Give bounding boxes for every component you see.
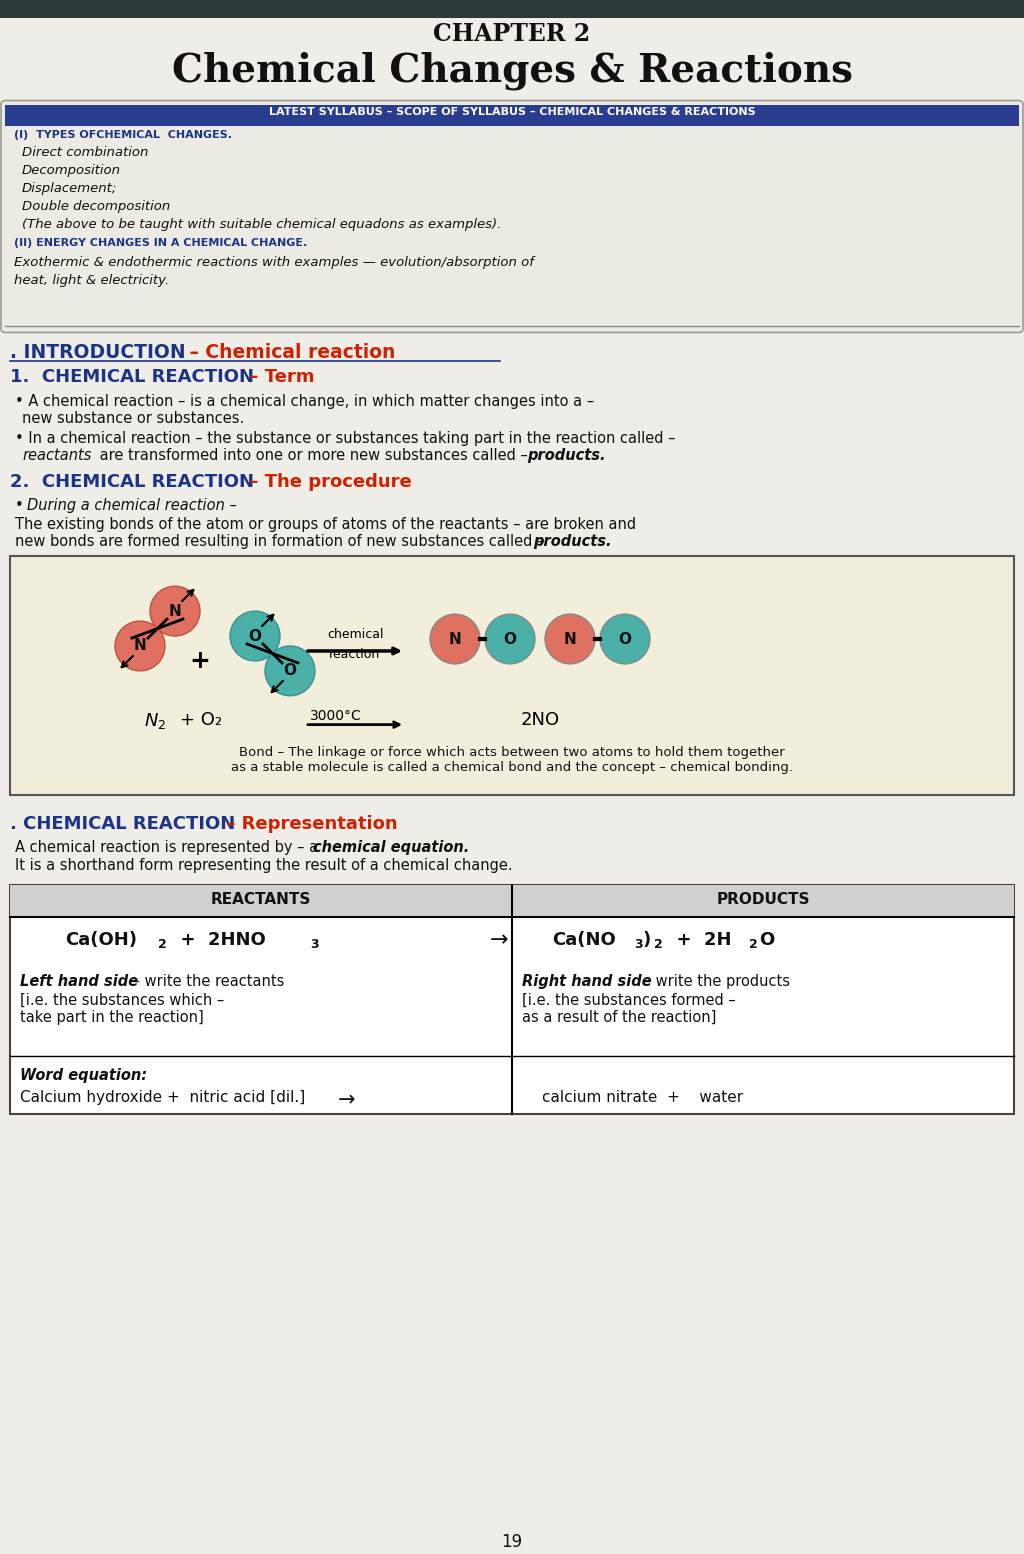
- Text: (The above to be taught with suitable chemical equadons as examples).: (The above to be taught with suitable ch…: [22, 218, 502, 232]
- Text: . INTRODUCTION: . INTRODUCTION: [10, 343, 185, 362]
- Text: •: •: [15, 497, 29, 513]
- Text: + O₂: + O₂: [180, 710, 222, 729]
- Circle shape: [265, 646, 315, 696]
- Text: Double decomposition: Double decomposition: [22, 200, 170, 213]
- Text: PRODUCTS: PRODUCTS: [716, 892, 810, 908]
- Text: calcium nitrate  +    water: calcium nitrate + water: [542, 1089, 743, 1105]
- Text: heat, light & electricity.: heat, light & electricity.: [14, 274, 169, 287]
- Circle shape: [600, 614, 650, 664]
- Circle shape: [545, 614, 595, 664]
- Text: (II) ENERGY CHANGES IN A CHEMICAL CHANGE.: (II) ENERGY CHANGES IN A CHEMICAL CHANGE…: [14, 238, 307, 249]
- Text: Chemical Changes & Reactions: Chemical Changes & Reactions: [171, 51, 853, 90]
- Text: A chemical reaction is represented by – a: A chemical reaction is represented by – …: [15, 841, 323, 855]
- Text: products.: products.: [534, 533, 611, 549]
- Text: Left hand side: Left hand side: [20, 974, 138, 990]
- Text: N: N: [169, 603, 181, 618]
- Text: +  2H: + 2H: [664, 931, 731, 948]
- Text: new bonds are formed resulting in formation of new substances called –: new bonds are formed resulting in format…: [15, 533, 549, 549]
- Text: N: N: [133, 639, 146, 654]
- Text: Ca(OH): Ca(OH): [65, 931, 137, 948]
- Text: [i.e. the substances which –: [i.e. the substances which –: [20, 993, 224, 1007]
- Text: • A chemical reaction – is a chemical change, in which matter changes into a –: • A chemical reaction – is a chemical ch…: [15, 395, 594, 409]
- Text: Calcium hydroxide +  nitric acid [dil.]: Calcium hydroxide + nitric acid [dil.]: [20, 1089, 305, 1105]
- Text: chemical equation.: chemical equation.: [313, 841, 469, 855]
- Text: The existing bonds of the atom or groups of atoms of the reactants – are broken : The existing bonds of the atom or groups…: [15, 516, 636, 531]
- Text: as a result of the reaction]: as a result of the reaction]: [522, 1010, 717, 1026]
- Text: are transformed into one or more new substances called –: are transformed into one or more new sub…: [95, 448, 532, 463]
- Circle shape: [150, 586, 200, 636]
- Text: – Term: – Term: [243, 368, 314, 387]
- Text: 3: 3: [310, 937, 318, 951]
- Text: 2.  CHEMICAL REACTION: 2. CHEMICAL REACTION: [10, 472, 254, 491]
- Text: Word equation:: Word equation:: [20, 1068, 147, 1083]
- Text: 3: 3: [634, 937, 643, 951]
- Text: reactants: reactants: [22, 448, 91, 463]
- Text: take part in the reaction]: take part in the reaction]: [20, 1010, 204, 1026]
- Text: chemical: chemical: [327, 628, 383, 640]
- Text: new substance or substances.: new substance or substances.: [22, 412, 245, 426]
- Text: Exothermic & endothermic reactions with examples — evolution/absorption of: Exothermic & endothermic reactions with …: [14, 256, 534, 269]
- Text: +: +: [189, 650, 211, 673]
- Bar: [5, 104, 1019, 126]
- Text: • In a chemical reaction – the substance or substances taking part in the reacti: • In a chemical reaction – the substance…: [15, 430, 676, 446]
- Text: Bond – The linkage or force which acts between two atoms to hold them together: Bond – The linkage or force which acts b…: [240, 746, 784, 758]
- Bar: [10, 884, 512, 917]
- Circle shape: [485, 614, 535, 664]
- Text: reaction: reaction: [330, 648, 381, 660]
- Text: CHAPTER 2: CHAPTER 2: [433, 22, 591, 47]
- Text: →: →: [490, 931, 509, 951]
- Text: O: O: [284, 664, 297, 679]
- Text: (I)  TYPES OFCHEMICAL  CHANGES.: (I) TYPES OFCHEMICAL CHANGES.: [14, 131, 232, 140]
- Text: – write the products: – write the products: [639, 974, 790, 990]
- Bar: [512, 884, 1014, 917]
- Text: – Chemical reaction: – Chemical reaction: [183, 343, 395, 362]
- Text: 2: 2: [158, 937, 167, 951]
- Text: +  2HNO: + 2HNO: [168, 931, 266, 948]
- Text: LATEST SYLLABUS – SCOPE OF SYLLABUS – CHEMICAL CHANGES & REACTIONS: LATEST SYLLABUS – SCOPE OF SYLLABUS – CH…: [268, 107, 756, 118]
- Text: . CHEMICAL REACTION: . CHEMICAL REACTION: [10, 816, 236, 833]
- Text: Decomposition: Decomposition: [22, 165, 121, 177]
- Text: 3000°C: 3000°C: [310, 709, 361, 723]
- Text: as a stable molecule is called a chemical bond and the concept – chemical bondin: as a stable molecule is called a chemica…: [231, 761, 793, 774]
- Circle shape: [115, 622, 165, 671]
- Text: N: N: [449, 631, 462, 646]
- Text: Direct combination: Direct combination: [22, 146, 148, 160]
- Text: 19: 19: [502, 1532, 522, 1551]
- Text: products.: products.: [527, 448, 605, 463]
- Text: – Representation: – Representation: [220, 816, 397, 833]
- Text: It is a shorthand form representing the result of a chemical change.: It is a shorthand form representing the …: [15, 858, 513, 873]
- Circle shape: [230, 611, 280, 660]
- Text: →: →: [338, 1089, 355, 1110]
- Text: 1.  CHEMICAL REACTION: 1. CHEMICAL REACTION: [10, 368, 254, 387]
- FancyBboxPatch shape: [1, 101, 1023, 333]
- Text: – The procedure: – The procedure: [243, 472, 412, 491]
- Text: O: O: [759, 931, 774, 948]
- Text: Right hand side: Right hand side: [522, 974, 651, 990]
- Text: O: O: [249, 628, 261, 643]
- Text: During a chemical reaction –: During a chemical reaction –: [27, 497, 237, 513]
- Circle shape: [430, 614, 480, 664]
- Text: 2: 2: [749, 937, 758, 951]
- Text: Ca(NO: Ca(NO: [552, 931, 615, 948]
- Text: [i.e. the substances formed –: [i.e. the substances formed –: [522, 993, 736, 1007]
- Text: ): ): [643, 931, 651, 948]
- Text: N: N: [563, 631, 577, 646]
- Text: Displacement;: Displacement;: [22, 182, 118, 196]
- Bar: [10, 884, 1014, 1114]
- Text: 2: 2: [654, 937, 663, 951]
- Bar: [0, 0, 1024, 19]
- Text: O: O: [618, 631, 632, 646]
- Text: 2NO: 2NO: [520, 710, 559, 729]
- Bar: [10, 556, 1014, 796]
- Text: $N_2$: $N_2$: [144, 710, 166, 730]
- Text: – write the reactants: – write the reactants: [128, 974, 285, 990]
- Text: REACTANTS: REACTANTS: [211, 892, 311, 908]
- Text: O: O: [504, 631, 516, 646]
